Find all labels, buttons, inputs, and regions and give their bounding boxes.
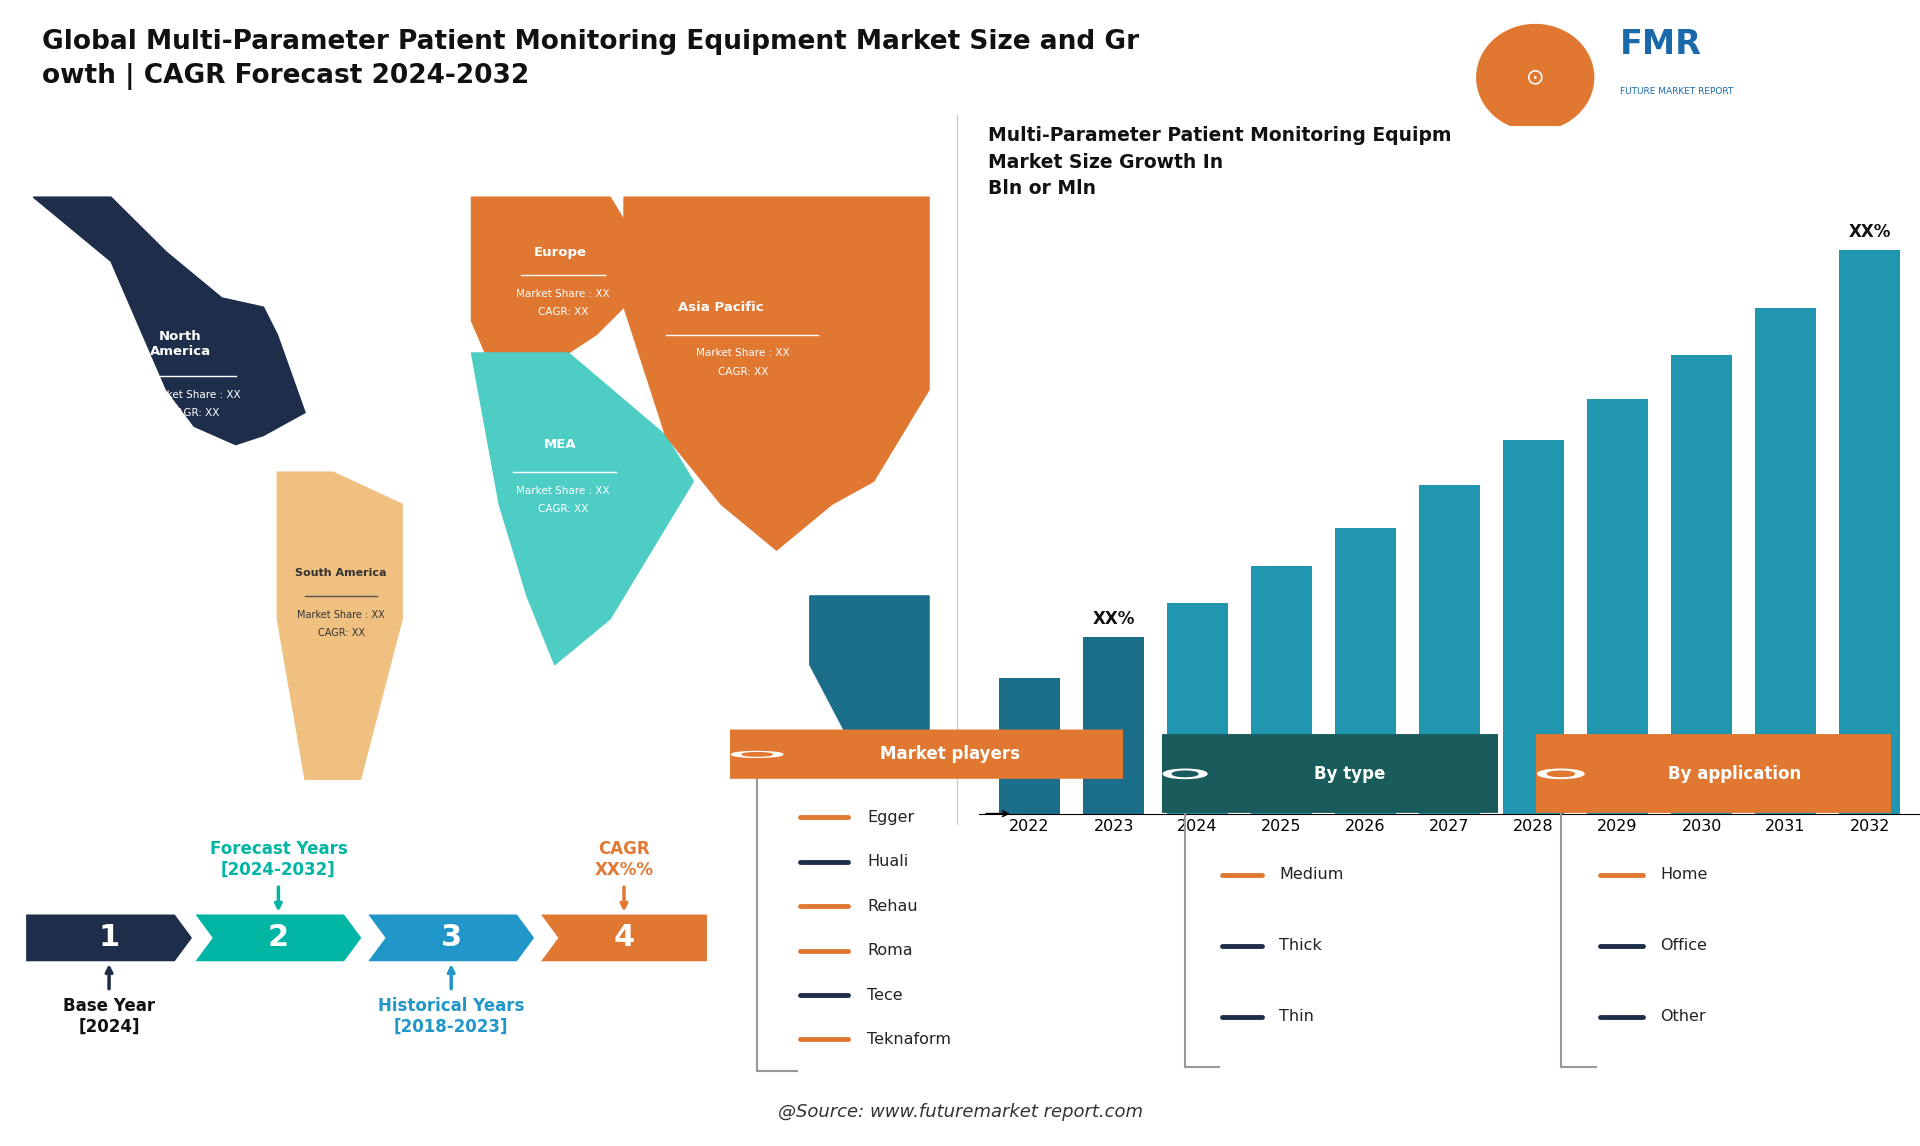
Polygon shape: [810, 596, 929, 733]
Text: Medium: Medium: [1279, 868, 1344, 882]
Text: Market Share : XX: Market Share : XX: [516, 486, 611, 496]
Text: By type: By type: [1313, 764, 1386, 783]
Text: Market Share : XX: Market Share : XX: [148, 390, 240, 400]
Circle shape: [1173, 771, 1198, 777]
Text: ⊙: ⊙: [1526, 68, 1544, 87]
Text: CAGR: XX: CAGR: XX: [538, 307, 588, 317]
Bar: [1000, 677, 1060, 814]
Text: Asia Pacific: Asia Pacific: [678, 300, 764, 314]
Text: Market Share : XX: Market Share : XX: [298, 610, 384, 620]
Text: North
America: North America: [150, 330, 211, 358]
Text: South America: South America: [296, 568, 386, 578]
Circle shape: [1538, 769, 1584, 778]
Bar: [1419, 485, 1480, 814]
FancyBboxPatch shape: [699, 730, 1154, 779]
Text: CAGR
XX%%: CAGR XX%%: [595, 840, 653, 879]
Text: Europe: Europe: [534, 245, 588, 259]
Text: 2: 2: [267, 924, 290, 952]
Text: Other: Other: [1661, 1010, 1707, 1025]
Text: Huali: Huali: [868, 855, 908, 870]
Text: XX%: XX%: [1092, 610, 1135, 628]
Text: Thick: Thick: [1279, 939, 1323, 953]
FancyBboxPatch shape: [1507, 735, 1920, 813]
Text: 1: 1: [98, 924, 119, 952]
Text: Thin: Thin: [1279, 1010, 1313, 1025]
Text: 4: 4: [612, 924, 636, 952]
Text: FMR: FMR: [1620, 28, 1701, 61]
Text: By application: By application: [1668, 764, 1801, 783]
Text: CAGR: XX: CAGR: XX: [718, 367, 768, 377]
Text: Forecast Years
[2024-2032]: Forecast Years [2024-2032]: [209, 840, 348, 879]
Text: Multi-Parameter Patient Monitoring Equipm
Market Size Growth In
Bln or Mln: Multi-Parameter Patient Monitoring Equip…: [987, 126, 1452, 198]
Text: CAGR: XX: CAGR: XX: [169, 408, 219, 418]
Text: Rehau: Rehau: [868, 898, 918, 913]
Circle shape: [732, 752, 783, 758]
Text: Market players: Market players: [879, 745, 1020, 763]
Text: Market Share : XX: Market Share : XX: [516, 289, 611, 299]
Polygon shape: [472, 197, 637, 362]
Polygon shape: [472, 353, 693, 665]
Text: Tece: Tece: [868, 988, 902, 1003]
Polygon shape: [33, 197, 305, 445]
Text: XX%: XX%: [1849, 222, 1891, 241]
Bar: [1252, 566, 1311, 814]
Polygon shape: [276, 472, 401, 779]
Bar: [1670, 354, 1732, 814]
Text: MEA: MEA: [543, 438, 576, 452]
Ellipse shape: [1476, 24, 1594, 131]
Bar: [1588, 400, 1647, 814]
Bar: [1755, 308, 1816, 814]
Text: Office: Office: [1661, 939, 1707, 953]
Bar: [1167, 603, 1229, 814]
Text: CAGR: XX: CAGR: XX: [317, 628, 365, 638]
Circle shape: [743, 753, 772, 756]
Text: Historical Years
[2018-2023]: Historical Years [2018-2023]: [378, 997, 524, 1036]
Text: 3: 3: [440, 924, 463, 952]
Bar: [1839, 250, 1901, 814]
Text: Egger: Egger: [868, 810, 914, 825]
Text: Market Share : XX: Market Share : XX: [697, 348, 789, 359]
Text: FUTURE MARKET REPORT: FUTURE MARKET REPORT: [1620, 87, 1734, 96]
Polygon shape: [369, 915, 534, 961]
Circle shape: [1548, 771, 1574, 777]
Text: Global Multi-Parameter Patient Monitoring Equipment Market Size and Gr
owth | CA: Global Multi-Parameter Patient Monitorin…: [42, 29, 1139, 89]
Polygon shape: [27, 915, 192, 961]
Text: Roma: Roma: [868, 943, 914, 958]
Bar: [1336, 528, 1396, 814]
Circle shape: [1164, 769, 1208, 778]
Bar: [1503, 440, 1565, 814]
Polygon shape: [624, 197, 929, 550]
Bar: [1083, 637, 1144, 814]
Text: Home: Home: [1661, 868, 1707, 882]
Text: Base Year
[2024]: Base Year [2024]: [63, 997, 156, 1036]
FancyBboxPatch shape: [1135, 735, 1524, 813]
Text: Teknaform: Teknaform: [868, 1033, 950, 1047]
Polygon shape: [196, 915, 361, 961]
Polygon shape: [541, 915, 707, 961]
Text: @Source: www.futuremarket report.com: @Source: www.futuremarket report.com: [778, 1102, 1142, 1121]
Text: CAGR: XX: CAGR: XX: [538, 504, 588, 515]
